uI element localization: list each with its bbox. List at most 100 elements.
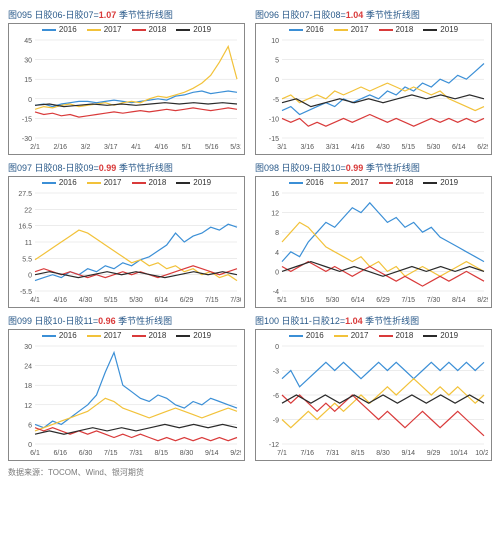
legend-item-2018: 2018 [379,25,414,34]
svg-text:6/14: 6/14 [154,297,168,304]
chart-box: 2016201720182019-5.505.51116.52227.54/14… [8,176,245,308]
svg-text:7/1: 7/1 [277,450,287,457]
svg-text:9/14: 9/14 [401,450,415,457]
legend-item-2019: 2019 [423,331,458,340]
svg-text:5.5: 5.5 [22,256,32,263]
svg-text:6/14: 6/14 [351,297,365,304]
svg-text:8/30: 8/30 [376,450,390,457]
svg-text:4/30: 4/30 [79,297,93,304]
svg-text:30: 30 [24,344,32,351]
svg-text:27.5: 27.5 [18,191,32,198]
svg-text:3/1: 3/1 [277,144,287,151]
svg-text:5/16: 5/16 [300,297,314,304]
chart-box: 2016201720182019-404812165/15/165/306/14… [255,176,492,308]
svg-text:11: 11 [25,240,32,247]
svg-text:5/30: 5/30 [427,144,441,151]
legend-item-2018: 2018 [132,331,167,340]
svg-text:8/15: 8/15 [154,450,168,457]
svg-text:18: 18 [24,383,32,390]
svg-text:6/14: 6/14 [452,144,466,151]
legend-item-2017: 2017 [87,178,122,187]
chart-title: 图096 日胶07-日胶08=1.04 季节性折线图 [255,8,492,21]
legend: 2016 2017 2018 2019 [256,177,491,189]
chart-box: 2016201720182019-12-9-6-307/17/167/318/1… [255,329,492,461]
svg-text:0: 0 [28,273,32,280]
svg-text:-10: -10 [269,116,279,123]
svg-text:-12: -12 [269,442,279,449]
svg-text:5: 5 [275,58,279,65]
chart-box: 2016201720182019-30-1501530452/12/163/23… [8,23,245,155]
svg-text:-4: -4 [273,289,279,296]
svg-text:12: 12 [271,211,279,218]
svg-text:8/14: 8/14 [452,297,466,304]
svg-text:6/1: 6/1 [30,450,40,457]
legend: 2016201720182019 [256,24,491,36]
legend: 2016201720182019 [9,177,244,189]
svg-text:5/15: 5/15 [104,297,118,304]
svg-text:7/31: 7/31 [326,450,340,457]
svg-text:6: 6 [28,422,32,429]
svg-text:8/29: 8/29 [477,297,488,304]
svg-text:6/29: 6/29 [376,297,390,304]
chart-title: 图097 日胶08-日胶09=0.99 季节性折线图 [8,161,245,174]
svg-text:-3: -3 [273,369,279,376]
chart-panel-c096: 图096 日胶07-日胶08=1.04 季节性折线图20162017201820… [255,8,492,155]
svg-text:5/1: 5/1 [182,144,192,151]
svg-text:4/30: 4/30 [376,144,390,151]
svg-text:4: 4 [275,250,279,257]
svg-text:9/29: 9/29 [427,450,441,457]
legend-item-2017: 2017 [334,178,369,187]
svg-text:15: 15 [24,77,32,84]
svg-text:7/30: 7/30 [230,297,241,304]
chart-svg: -404812165/15/165/306/146/297/157/308/14… [256,189,488,305]
svg-text:24: 24 [24,364,32,371]
chart-panel-c095: 图095 日胶06-日胶07=1.07 季节性折线图20162017201820… [8,8,245,155]
svg-text:0: 0 [275,344,279,351]
legend-item-2019: 2019 [423,178,458,187]
chart-panel-c100: 图100 日胶11-日胶12=1.04 季节性折线图20162017201820… [255,314,492,461]
svg-text:4/16: 4/16 [53,297,67,304]
svg-text:8/15: 8/15 [351,450,365,457]
svg-text:16.5: 16.5 [18,224,32,231]
svg-text:3/2: 3/2 [81,144,91,151]
svg-text:7/16: 7/16 [300,450,314,457]
svg-text:6/29: 6/29 [180,297,194,304]
chart-title: 图099 日胶10-日胶11=0.96 季节性折线图 [8,314,245,327]
legend-item-2019: 2019 [423,25,458,34]
svg-text:7/15: 7/15 [205,297,219,304]
chart-box: 201620172018201906121824306/16/166/307/1… [8,329,245,461]
svg-text:-15: -15 [269,136,279,143]
svg-text:-5: -5 [273,97,279,104]
legend-item-2018: 2018 [379,331,414,340]
legend-item-2016: 2016 [289,178,324,187]
legend-item-2017: 2017 [334,331,369,340]
chart-svg: -12-9-6-307/17/167/318/158/309/149/2910/… [256,342,488,458]
chart-box: 2016201720182019-15-10-505103/13/163/314… [255,23,492,155]
svg-text:5/30: 5/30 [326,297,340,304]
svg-text:5/1: 5/1 [277,297,287,304]
svg-text:4/16: 4/16 [154,144,168,151]
svg-text:7/31: 7/31 [129,450,143,457]
svg-text:5/15: 5/15 [401,144,415,151]
svg-text:2/1: 2/1 [30,144,40,151]
chart-title: 图095 日胶06-日胶07=1.07 季节性折线图 [8,8,245,21]
legend-item-2018: 2018 [379,178,414,187]
svg-text:4/16: 4/16 [351,144,365,151]
legend-item-2016: 2016 [42,331,77,340]
chart-svg: 06121824306/16/166/307/157/318/158/309/1… [9,342,241,458]
svg-text:8/30: 8/30 [180,450,194,457]
svg-text:30: 30 [24,58,32,65]
svg-text:-30: -30 [22,136,32,143]
legend-item-2019: 2019 [176,331,211,340]
data-source-footer: 数据来源：TOCOM、Wind、银河期货 [8,467,492,478]
svg-text:5/16: 5/16 [205,144,219,151]
chart-svg: -30-1501530452/12/163/23/174/14/165/15/1… [9,36,241,152]
legend-item-2016: 2016 [42,25,77,34]
svg-text:6/16: 6/16 [53,450,67,457]
chart-svg: -15-10-505103/13/163/314/164/305/155/306… [256,36,488,152]
svg-text:0: 0 [28,97,32,104]
svg-text:4/1: 4/1 [30,297,40,304]
svg-text:6/30: 6/30 [79,450,93,457]
svg-text:8: 8 [275,230,279,237]
legend-item-2018: 2018 [132,178,167,187]
